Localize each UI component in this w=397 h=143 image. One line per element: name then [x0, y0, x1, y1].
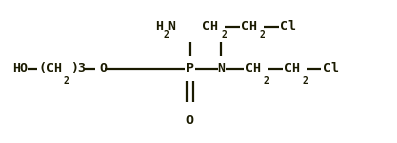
Text: N: N — [218, 62, 225, 75]
Text: 2: 2 — [163, 30, 169, 40]
Text: 2: 2 — [303, 76, 309, 86]
Text: 2: 2 — [264, 76, 270, 86]
Text: N: N — [167, 20, 175, 33]
Text: (CH: (CH — [38, 62, 62, 75]
Text: CH: CH — [245, 62, 261, 75]
Text: CH: CH — [202, 20, 218, 33]
Text: 2: 2 — [260, 30, 266, 40]
Text: CH: CH — [241, 20, 257, 33]
Text: P: P — [186, 62, 194, 75]
Text: CH: CH — [284, 62, 301, 75]
Text: H: H — [155, 20, 163, 33]
Text: 2: 2 — [64, 76, 69, 86]
Text: )3: )3 — [69, 62, 86, 75]
Text: Cl: Cl — [323, 62, 339, 75]
Text: 2: 2 — [222, 30, 227, 40]
Text: HO: HO — [12, 62, 29, 75]
Text: Cl: Cl — [280, 20, 296, 33]
Text: O: O — [99, 62, 107, 75]
Text: O: O — [186, 114, 194, 127]
